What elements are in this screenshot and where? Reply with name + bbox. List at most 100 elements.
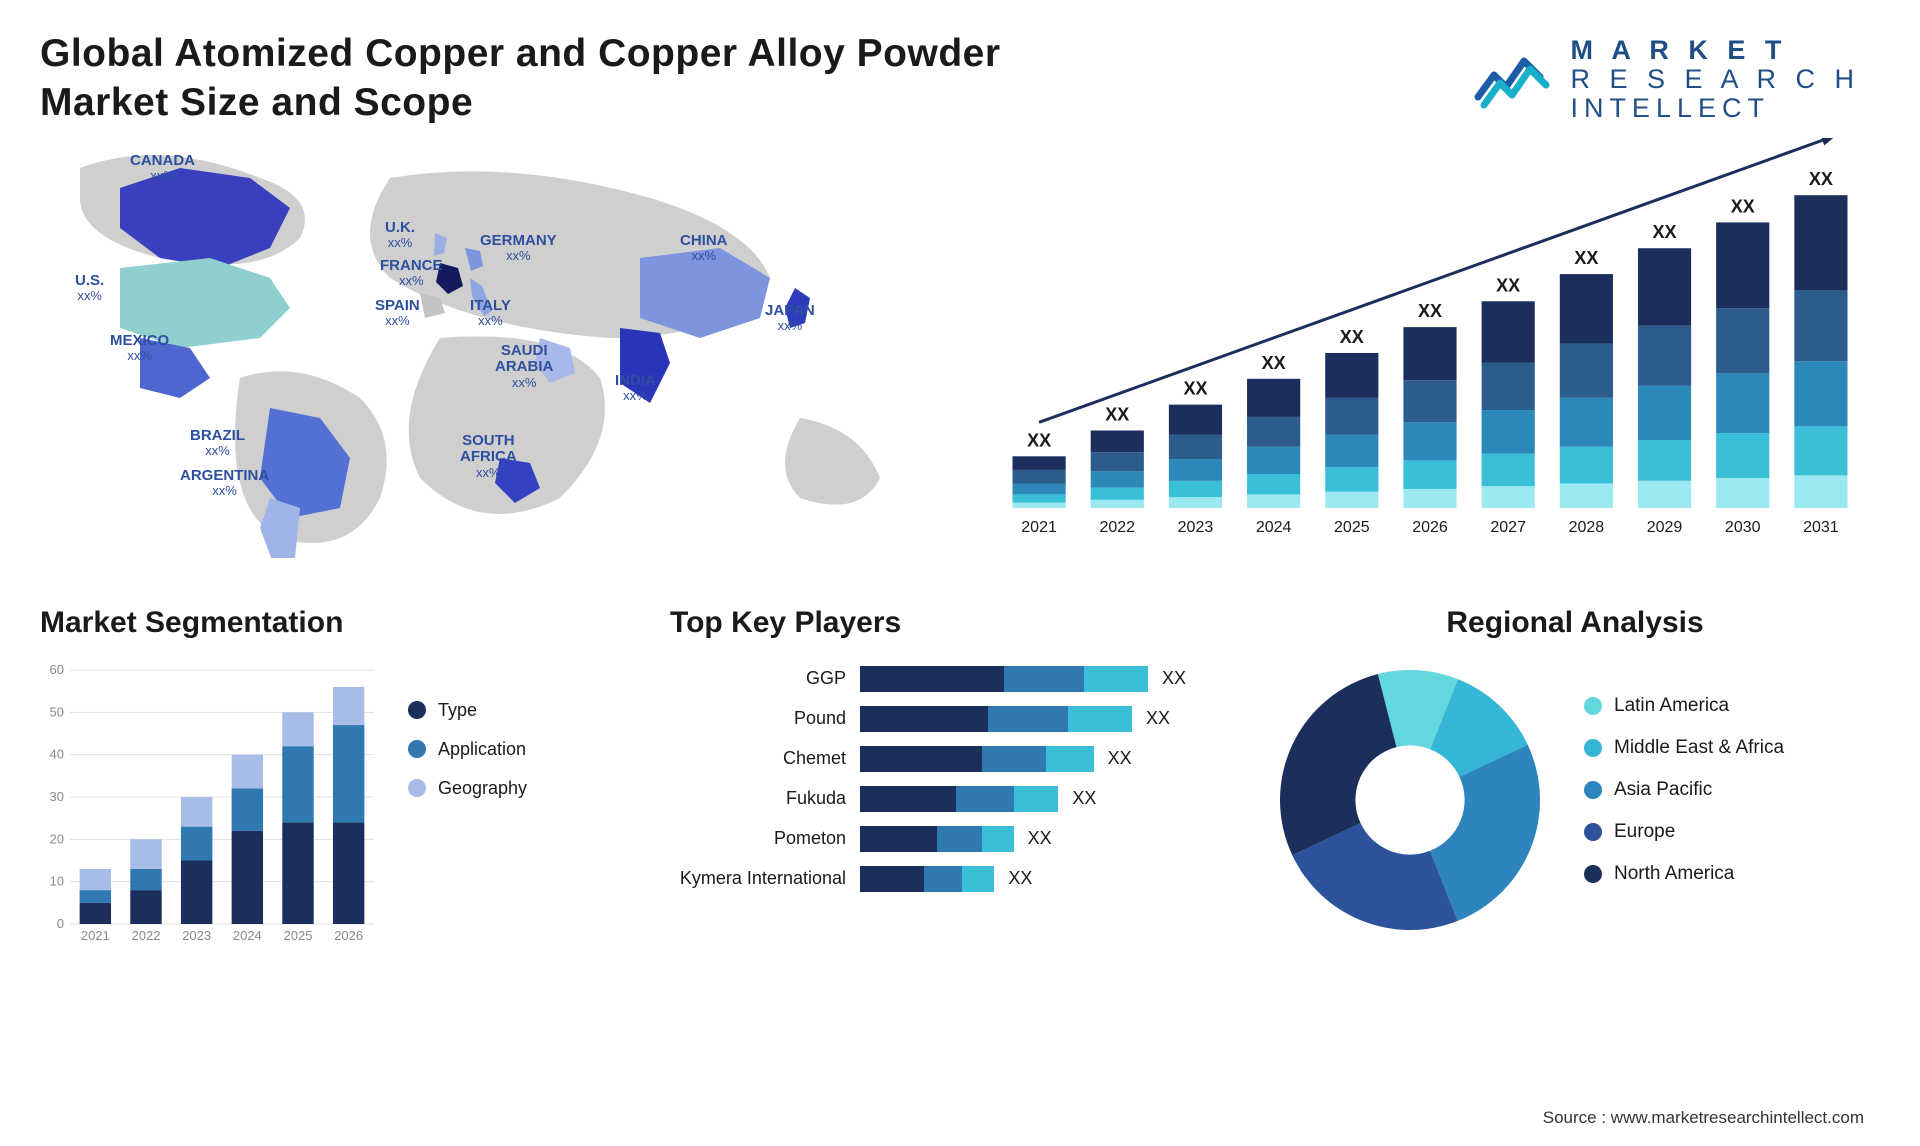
player-bar — [860, 746, 1094, 772]
player-row: PoundXX — [670, 706, 1230, 732]
growth-bar-seg — [1638, 480, 1691, 507]
growth-bar-seg — [1716, 373, 1769, 433]
region-legend-item: Europe — [1584, 821, 1784, 843]
player-bar — [860, 786, 1058, 812]
svg-text:0: 0 — [57, 916, 64, 931]
player-name: GGP — [670, 668, 860, 689]
growth-value-label: XX — [1418, 301, 1442, 321]
map-label-italy: ITALYxx% — [470, 298, 511, 329]
map-label-germany: GERMANYxx% — [480, 233, 557, 264]
growth-year-label: 2029 — [1647, 519, 1683, 536]
player-bar-seg — [1014, 786, 1059, 812]
growth-year-label: 2030 — [1725, 519, 1761, 536]
growth-chart-svg: 2021202220232024202520262027202820292030… — [980, 138, 1880, 558]
player-name: Chemet — [670, 748, 860, 769]
player-bar — [860, 706, 1132, 732]
growth-bar-seg — [1794, 426, 1847, 475]
segmentation-legend: TypeApplicationGeography — [408, 660, 527, 950]
growth-bar-seg — [1794, 195, 1847, 290]
growth-value-label: XX — [1027, 430, 1051, 450]
growth-value-label: XX — [1340, 326, 1364, 346]
seg-bar-seg — [181, 826, 212, 860]
seg-bar-seg — [80, 868, 111, 889]
growth-bar-seg — [1091, 487, 1144, 499]
player-value: XX — [1008, 868, 1032, 889]
player-bar-seg — [1004, 666, 1084, 692]
growth-bar-seg — [1716, 308, 1769, 373]
growth-bar-seg — [1716, 222, 1769, 308]
growth-value-label: XX — [1262, 352, 1286, 372]
map-label-u-k-: U.K.xx% — [385, 220, 415, 251]
world-map: CANADAxx%U.S.xx%MEXICOxx%BRAZILxx%ARGENT… — [40, 138, 940, 558]
seg-bar-seg — [232, 830, 263, 923]
player-bar — [860, 826, 1014, 852]
region-legend-item: Asia Pacific — [1584, 779, 1784, 801]
player-bar — [860, 866, 994, 892]
growth-bar-seg — [1482, 362, 1535, 410]
seg-bar-seg — [80, 890, 111, 903]
seg-year-label: 2023 — [182, 928, 211, 943]
seg-bar-seg — [181, 797, 212, 827]
growth-value-label: XX — [1809, 169, 1833, 189]
player-row: Chemet XX — [670, 746, 1230, 772]
map-label-saudi-arabia: SAUDIARABIAxx% — [495, 343, 553, 390]
seg-bar-seg — [232, 788, 263, 830]
growth-bar-seg — [1169, 497, 1222, 508]
seg-bar-seg — [130, 890, 161, 924]
logo-line2: R E S E A R C H — [1570, 65, 1860, 94]
player-bar-seg — [860, 866, 924, 892]
growth-bar-seg — [1403, 422, 1456, 460]
source-line: Source : www.marketresearchintellect.com — [1543, 1108, 1864, 1128]
map-label-france: FRANCExx% — [380, 258, 443, 289]
player-bar-seg — [982, 746, 1046, 772]
seg-legend-item: Type — [408, 700, 527, 721]
player-value: XX — [1146, 708, 1170, 729]
legend-dot-icon — [408, 701, 426, 719]
player-bar-seg — [982, 826, 1014, 852]
growth-bar-seg — [1091, 452, 1144, 471]
seg-year-label: 2021 — [81, 928, 110, 943]
legend-dot-icon — [1584, 697, 1602, 715]
growth-bar-seg — [1247, 446, 1300, 473]
growth-bar-seg — [1560, 397, 1613, 446]
region-legend-label: Latin America — [1614, 695, 1729, 717]
segmentation-chart: 202120222023202420252026 0102030405060 — [40, 660, 380, 950]
segmentation-section: Market Segmentation 20212022202320242025… — [40, 606, 630, 966]
growth-bar-seg — [1794, 475, 1847, 508]
map-label-spain: SPAINxx% — [375, 298, 420, 329]
growth-bar-seg — [1794, 361, 1847, 426]
region-legend-item: Middle East & Africa — [1584, 737, 1784, 759]
growth-bar-seg — [1013, 494, 1066, 502]
growth-value-label: XX — [1653, 222, 1677, 242]
growth-bar-seg — [1638, 325, 1691, 385]
growth-bar-seg — [1169, 480, 1222, 496]
growth-value-label: XX — [1496, 275, 1520, 295]
region-legend-label: Middle East & Africa — [1614, 737, 1784, 759]
growth-bar-seg — [1325, 352, 1378, 397]
player-value: XX — [1108, 748, 1132, 769]
growth-bar-seg — [1169, 459, 1222, 481]
svg-text:10: 10 — [50, 873, 64, 888]
seg-legend-label: Type — [438, 700, 477, 721]
svg-text:20: 20 — [50, 831, 64, 846]
svg-text:30: 30 — [50, 789, 64, 804]
growth-year-label: 2023 — [1178, 519, 1214, 536]
growth-year-label: 2027 — [1490, 519, 1526, 536]
legend-dot-icon — [1584, 823, 1602, 841]
growth-bar-seg — [1403, 327, 1456, 380]
growth-bar-seg — [1091, 499, 1144, 507]
growth-year-label: 2025 — [1334, 519, 1370, 536]
map-label-canada: CANADAxx% — [130, 153, 195, 184]
key-players-body: GGPXXPoundXXChemetXXFukudaXXPometonXXKym… — [670, 660, 1230, 892]
growth-bar-seg — [1091, 471, 1144, 487]
growth-value-label: XX — [1183, 378, 1207, 398]
growth-year-label: 2024 — [1256, 519, 1292, 536]
growth-bar-seg — [1560, 343, 1613, 397]
logo-line3: INTELLECT — [1570, 94, 1860, 123]
growth-chart: 2021202220232024202520262027202820292030… — [980, 138, 1880, 558]
player-row: FukudaXX — [670, 786, 1230, 812]
seg-bar-seg — [333, 686, 364, 724]
region-legend-item: North America — [1584, 863, 1784, 885]
map-label-south-africa: SOUTHAFRICAxx% — [460, 433, 517, 480]
player-bar-seg — [860, 786, 956, 812]
